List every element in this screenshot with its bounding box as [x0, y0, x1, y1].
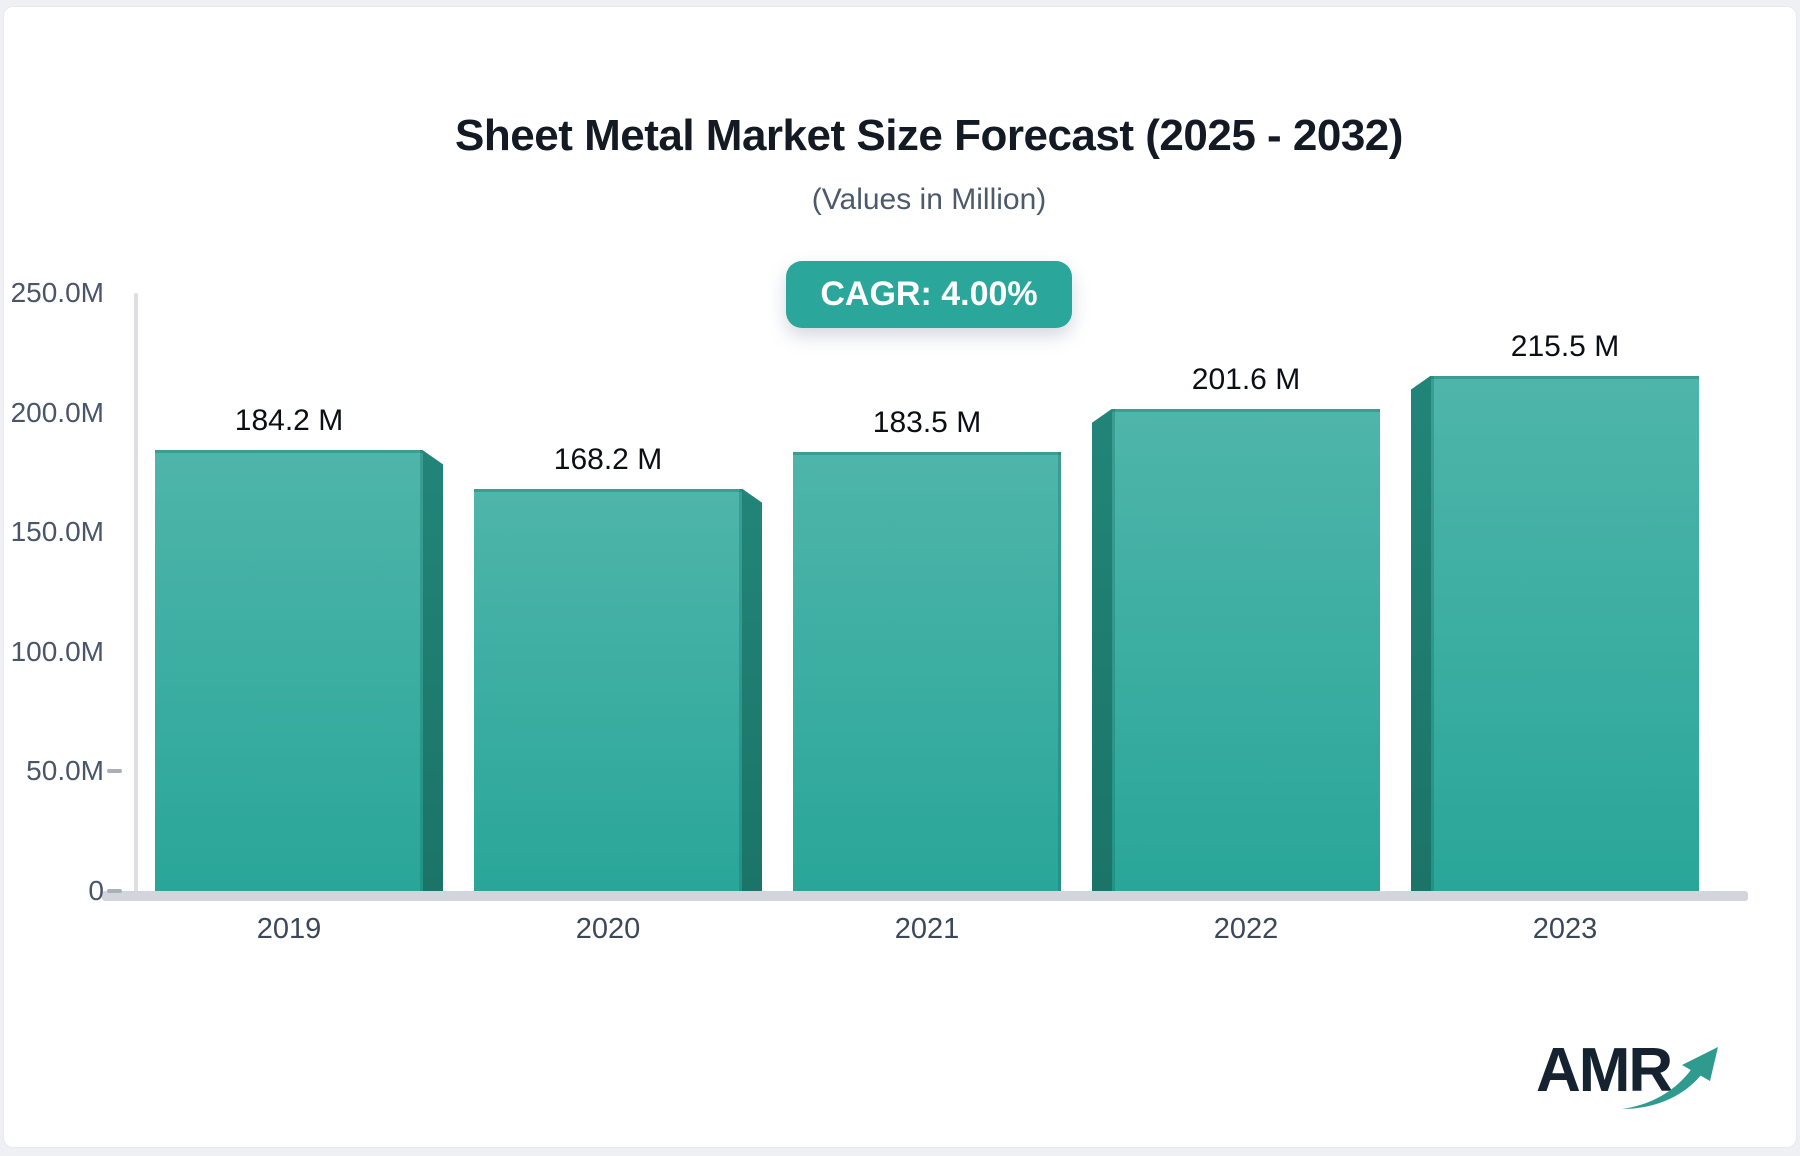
logo-text: AMR: [1536, 1036, 1673, 1105]
x-axis-baseline: [102, 891, 1748, 901]
bar: [1112, 408, 1380, 891]
y-axis-label: 0: [88, 875, 104, 906]
y-axis-label: 250.0M: [10, 277, 104, 308]
y-axis-line: [134, 293, 138, 893]
chart-card: Sheet Metal Market Size Forecast (2025 -…: [3, 6, 1797, 1148]
amr-logo: AMR: [1536, 1035, 1726, 1121]
bar-value-label: 215.5 M: [1510, 329, 1620, 363]
bar-value-label: 183.5 M: [872, 406, 982, 440]
chart-title: Sheet Metal Market Size Forecast (2025 -…: [455, 111, 1403, 160]
bar: [1431, 375, 1699, 891]
cagr-badge: CAGR: 4.00%: [786, 261, 1072, 328]
x-axis-label: 2023: [1532, 913, 1598, 945]
chart-subtitle: (Values in Million): [811, 183, 1047, 216]
y-axis-tick: [107, 769, 122, 774]
bar-side-face: [423, 450, 443, 891]
x-axis-label: 2022: [1213, 913, 1279, 945]
bar-side-face: [742, 488, 762, 891]
bar: [155, 450, 423, 891]
bar-value-label: 201.6 M: [1191, 362, 1301, 396]
y-axis-label: 200.0M: [10, 396, 104, 428]
logo-arrow-icon: [1622, 1047, 1718, 1109]
bar-side-face: [1411, 375, 1431, 891]
y-axis-label: 100.0M: [10, 635, 104, 667]
y-axis-label: 150.0M: [10, 516, 104, 548]
chart-header: Sheet Metal Market Size Forecast (2025 -…: [54, 7, 1800, 328]
x-axis-label: 2019: [256, 913, 322, 945]
bar-value-label: 184.2 M: [234, 404, 344, 438]
bar: [793, 452, 1061, 891]
y-axis-tick: [107, 889, 122, 893]
y-axis-label: 50.0M: [26, 755, 104, 787]
bar-side-face: [1092, 408, 1112, 891]
bar-value-label: 168.2 M: [553, 442, 663, 476]
x-axis-label: 2020: [575, 913, 641, 945]
bar: [474, 488, 742, 891]
x-axis-label: 2021: [894, 913, 960, 945]
